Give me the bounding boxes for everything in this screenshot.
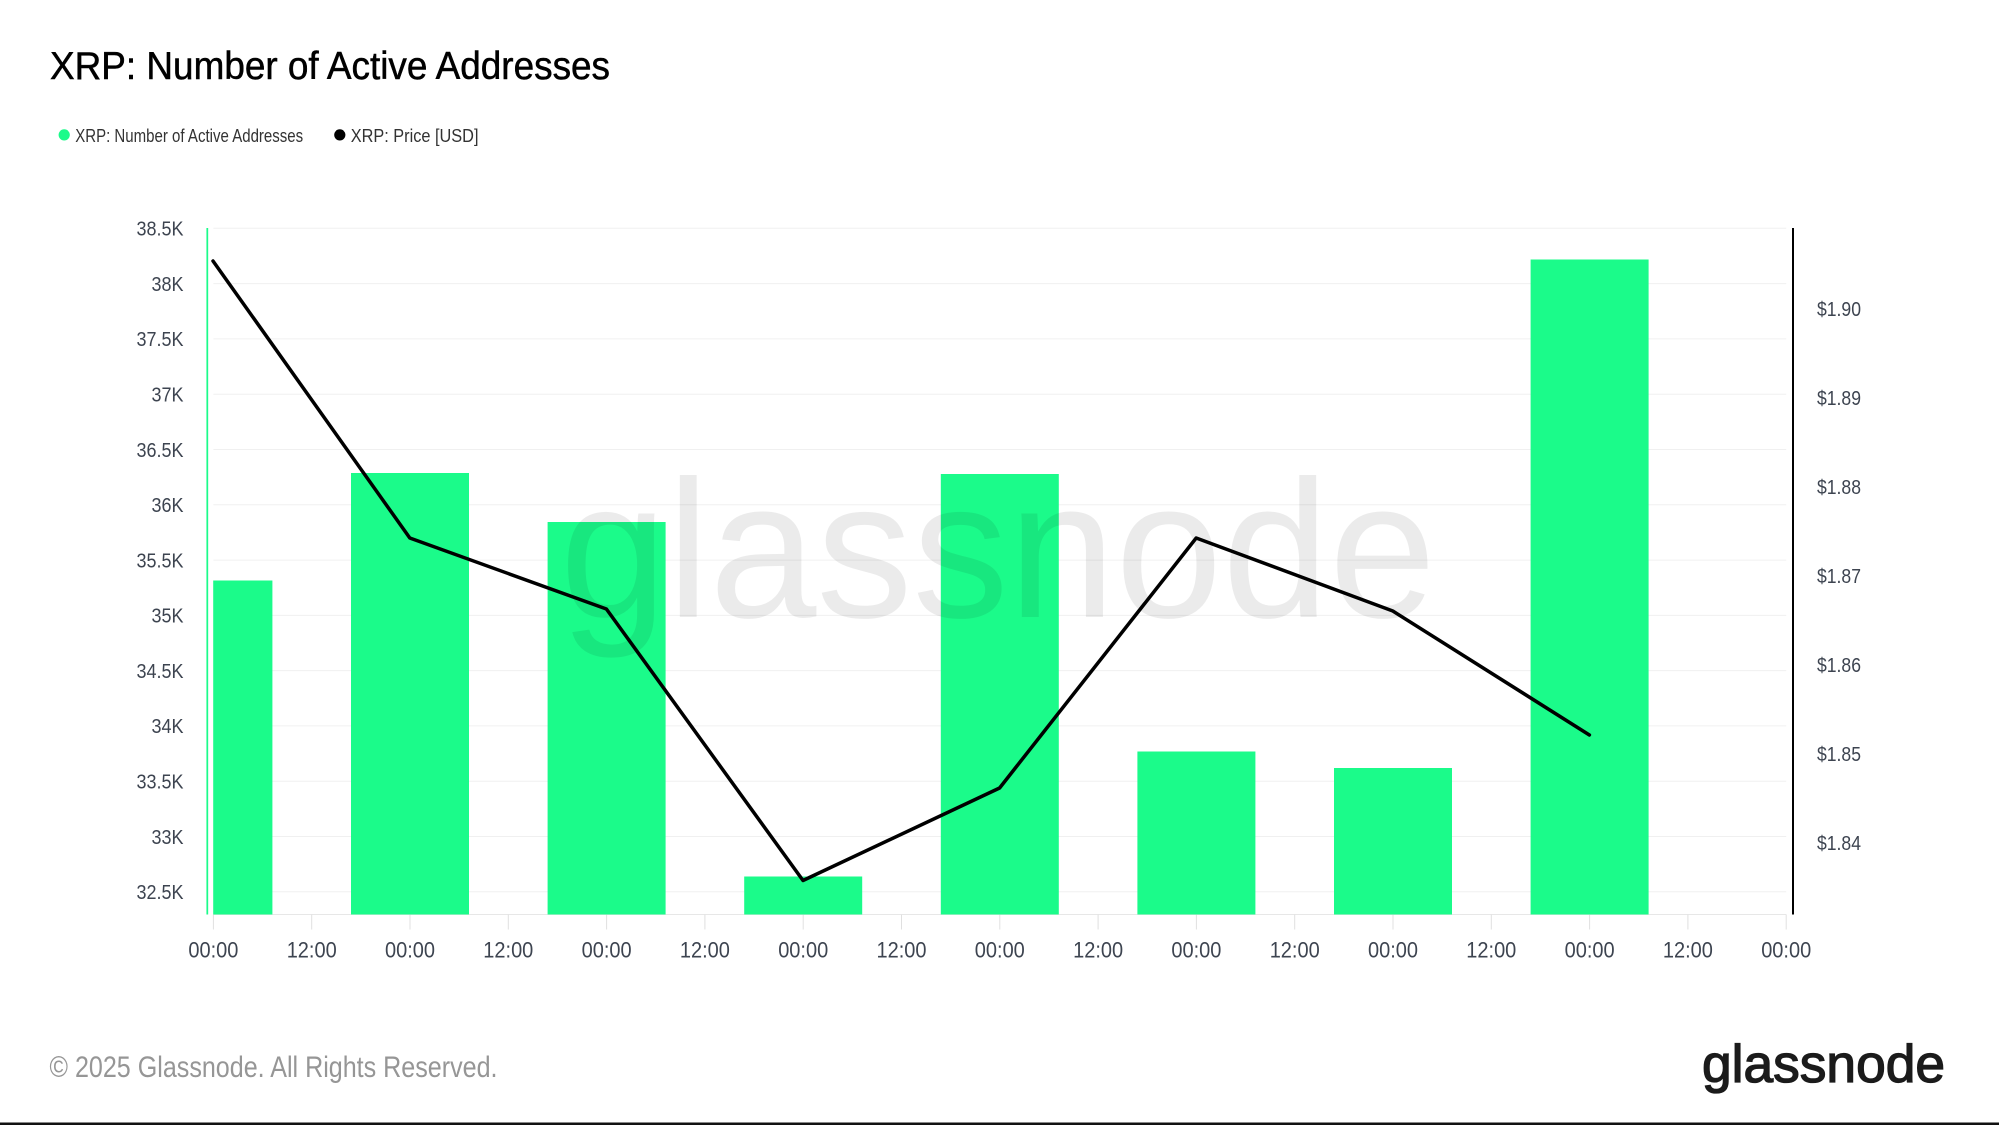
- svg-text:36.5K: 36.5K: [137, 440, 185, 462]
- svg-text:36K: 36K: [152, 495, 185, 517]
- svg-text:$1.90: $1.90: [1817, 299, 1861, 321]
- svg-text:12:00: 12:00: [680, 937, 730, 962]
- svg-text:33K: 33K: [152, 827, 185, 849]
- svg-text:37K: 37K: [152, 385, 185, 407]
- svg-text:12:00: 12:00: [1073, 937, 1123, 962]
- svg-text:34.5K: 34.5K: [137, 661, 185, 683]
- svg-text:$1.87: $1.87: [1817, 566, 1861, 588]
- svg-text:00:00: 00:00: [1761, 937, 1811, 962]
- svg-text:33.5K: 33.5K: [137, 772, 185, 794]
- svg-text:$1.86: $1.86: [1817, 655, 1861, 677]
- svg-text:34K: 34K: [152, 716, 185, 738]
- svg-text:00:00: 00:00: [1565, 937, 1615, 962]
- svg-text:37.5K: 37.5K: [137, 329, 185, 351]
- svg-text:32.5K: 32.5K: [137, 882, 185, 904]
- svg-text:$1.89: $1.89: [1817, 388, 1861, 410]
- svg-text:12:00: 12:00: [877, 937, 927, 962]
- svg-text:12:00: 12:00: [1270, 937, 1320, 962]
- svg-text:00:00: 00:00: [582, 937, 632, 962]
- svg-text:35K: 35K: [152, 606, 185, 628]
- svg-text:00:00: 00:00: [1368, 937, 1418, 962]
- svg-text:00:00: 00:00: [1171, 937, 1221, 962]
- svg-text:12:00: 12:00: [287, 937, 337, 962]
- svg-text:00:00: 00:00: [188, 937, 238, 962]
- svg-text:35.5K: 35.5K: [137, 550, 185, 572]
- svg-text:12:00: 12:00: [483, 937, 533, 962]
- svg-text:00:00: 00:00: [385, 937, 435, 962]
- svg-text:© 2025 Glassnode. All Rights R: © 2025 Glassnode. All Rights Reserved.: [50, 1051, 498, 1084]
- svg-text:12:00: 12:00: [1466, 937, 1516, 962]
- svg-text:glassnode: glassnode: [560, 440, 1436, 659]
- svg-text:38K: 38K: [152, 274, 185, 296]
- svg-text:$1.85: $1.85: [1817, 744, 1861, 766]
- svg-text:XRP: Price [USD]: XRP: Price [USD]: [351, 125, 479, 146]
- svg-text:$1.88: $1.88: [1817, 477, 1861, 499]
- svg-text:XRP: Number of Active Addresse: XRP: Number of Active Addresses: [50, 45, 610, 88]
- svg-text:00:00: 00:00: [778, 937, 828, 962]
- svg-text:00:00: 00:00: [975, 937, 1025, 962]
- svg-text:38.5K: 38.5K: [137, 219, 185, 241]
- svg-text:XRP: Number of Active Addresse: XRP: Number of Active Addresses: [75, 125, 303, 146]
- svg-text:$1.84: $1.84: [1817, 833, 1861, 855]
- svg-text:12:00: 12:00: [1663, 937, 1713, 962]
- svg-text:glassnode: glassnode: [1702, 1035, 1945, 1094]
